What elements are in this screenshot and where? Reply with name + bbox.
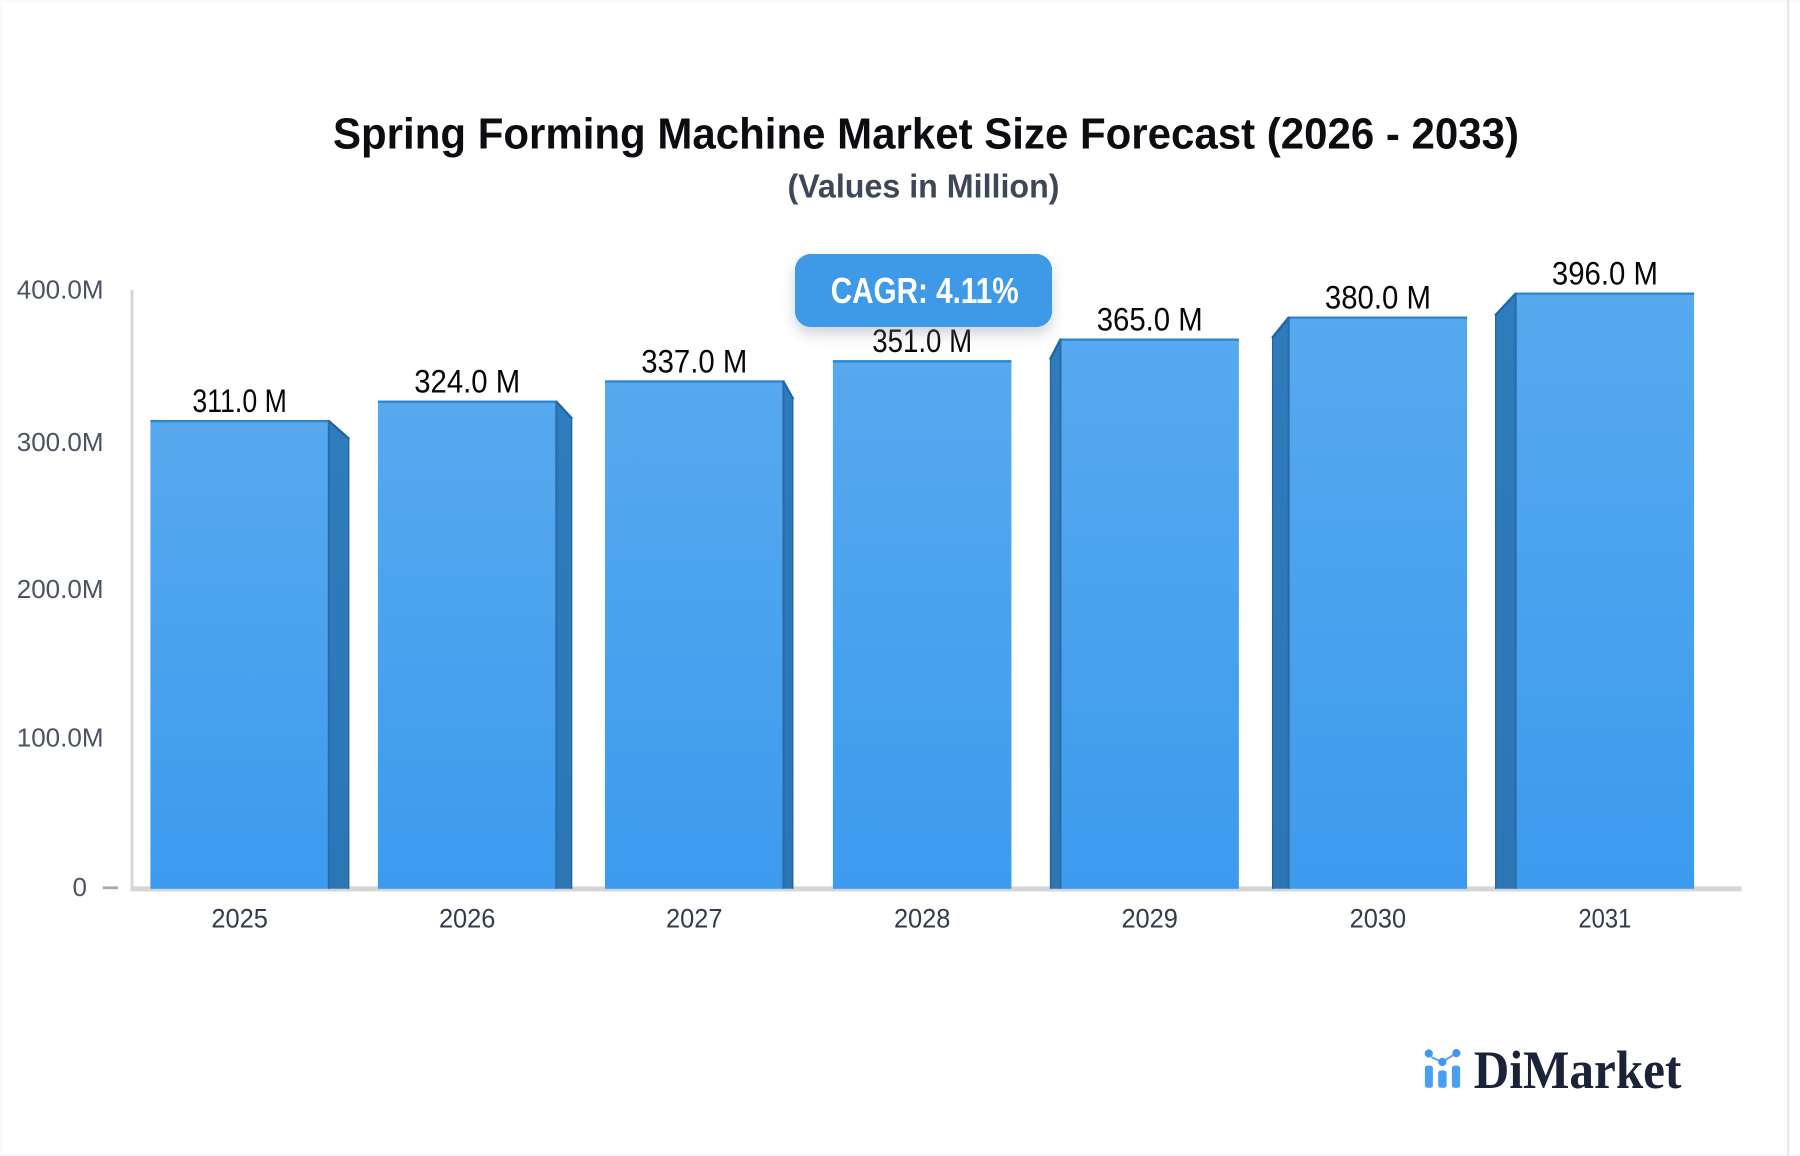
svg-text:351.0 M: 351.0 M — [872, 323, 972, 359]
svg-text:DiMarket: DiMarket — [1474, 1039, 1682, 1100]
svg-text:337.0 M: 337.0 M — [641, 343, 747, 379]
svg-text:2026: 2026 — [439, 903, 496, 933]
svg-text:300.0M: 300.0M — [17, 427, 104, 457]
svg-text:CAGR: 4.11%: CAGR: 4.11% — [831, 270, 1019, 311]
svg-text:2029: 2029 — [1121, 903, 1178, 933]
svg-text:400.0M: 400.0M — [17, 274, 104, 304]
svg-text:396.0 M: 396.0 M — [1552, 256, 1658, 292]
svg-text:2028: 2028 — [894, 903, 951, 933]
svg-text:0: 0 — [73, 872, 87, 902]
svg-text:2030: 2030 — [1350, 903, 1407, 933]
svg-text:200.0M: 200.0M — [17, 574, 104, 604]
svg-text:324.0 M: 324.0 M — [414, 364, 520, 400]
svg-text:100.0M: 100.0M — [17, 723, 104, 753]
svg-text:2031: 2031 — [1578, 903, 1631, 933]
svg-text:Spring Forming Machine Market: Spring Forming Machine Market Size Forec… — [333, 110, 1519, 159]
svg-text:311.0 M: 311.0 M — [192, 383, 287, 419]
svg-text:380.0 M: 380.0 M — [1325, 280, 1431, 316]
svg-text:365.0 M: 365.0 M — [1097, 302, 1203, 338]
svg-text:(Values in Million): (Values in Million) — [788, 168, 1060, 205]
svg-text:2027: 2027 — [666, 903, 723, 933]
svg-text:2025: 2025 — [211, 903, 268, 933]
